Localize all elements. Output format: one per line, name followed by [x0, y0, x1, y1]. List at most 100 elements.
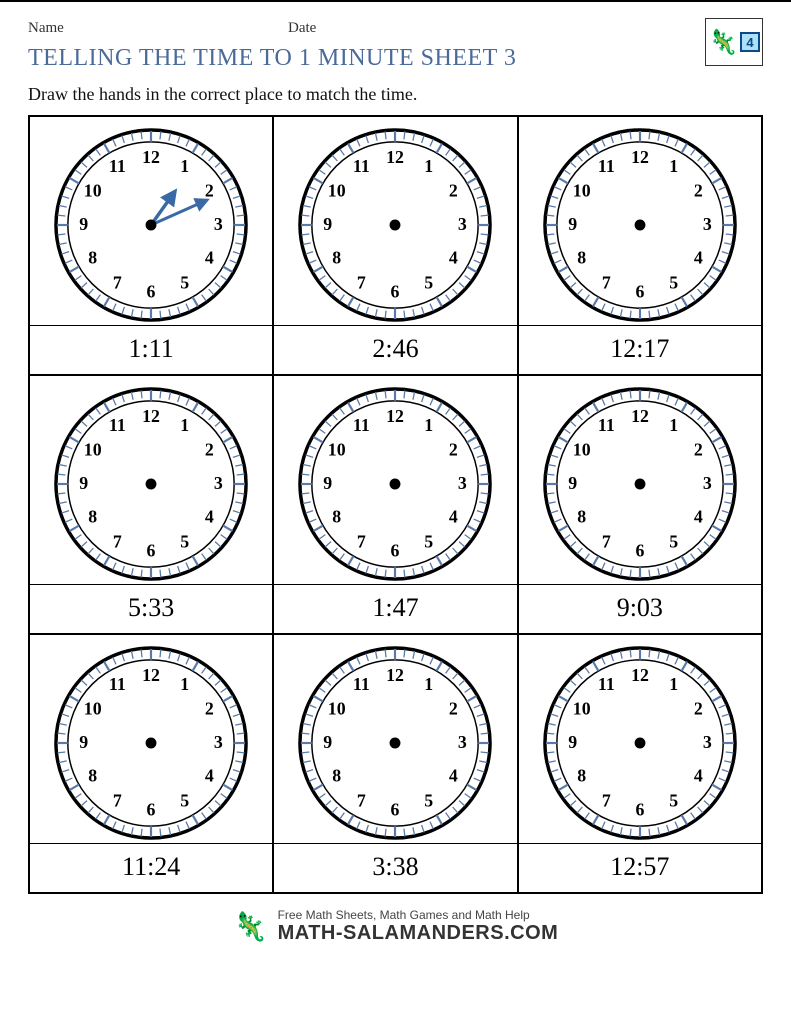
clock-cell: 1212345678910112:46 — [273, 116, 517, 375]
clock-number: 10 — [328, 180, 346, 200]
clock-number: 10 — [328, 439, 346, 459]
clock-wrap: 121234567891011 — [295, 643, 495, 843]
clock-number: 10 — [84, 698, 102, 718]
clock-number: 4 — [205, 507, 214, 527]
clock-number: 11 — [109, 156, 126, 176]
clock-number: 8 — [88, 766, 97, 786]
clock-center — [390, 738, 401, 749]
clock-face: 121234567891011 — [541, 644, 739, 842]
clock-center — [146, 479, 157, 490]
clock-number: 12 — [631, 665, 649, 685]
clock-number: 9 — [79, 732, 88, 752]
time-label: 2:46 — [274, 325, 516, 374]
clock-grid: 1212345678910111:111212345678910112:4612… — [28, 115, 763, 894]
clock-number: 4 — [694, 507, 703, 527]
header-row: Name Date 🦎 4 — [28, 20, 763, 37]
clock-number: 8 — [577, 507, 586, 527]
clock-number: 7 — [357, 272, 366, 292]
clock-number: 3 — [458, 732, 467, 752]
time-label: 3:38 — [274, 843, 516, 892]
clock-number: 1 — [180, 415, 189, 435]
clock-wrap: 121234567891011 — [295, 384, 495, 584]
footer-salamander-icon: 🦎 — [233, 910, 268, 943]
clock-number: 5 — [669, 272, 678, 292]
clock-number: 3 — [703, 473, 712, 493]
clock-number: 10 — [84, 439, 102, 459]
clock-number: 2 — [449, 180, 458, 200]
clock-number: 12 — [631, 406, 649, 426]
clock-number: 6 — [391, 540, 400, 560]
clock-cell: 1212345678910115:33 — [29, 375, 273, 634]
clock-number: 6 — [147, 799, 156, 819]
clock-number: 12 — [387, 406, 405, 426]
time-label: 12:57 — [519, 843, 761, 892]
clock-cell: 1212345678910113:38 — [273, 634, 517, 893]
clock-center — [146, 220, 157, 231]
clock-number: 9 — [79, 214, 88, 234]
clock-face: 121234567891011 — [52, 644, 250, 842]
clock-number: 1 — [669, 674, 678, 694]
clock-number: 10 — [328, 698, 346, 718]
clock-number: 6 — [635, 281, 644, 301]
clock-cell: 12123456789101112:17 — [518, 116, 762, 375]
clock-number: 7 — [602, 531, 611, 551]
clock-cell: 12123456789101112:57 — [518, 634, 762, 893]
clock-number: 2 — [449, 698, 458, 718]
clock-number: 1 — [669, 156, 678, 176]
clock-number: 3 — [214, 214, 223, 234]
clock-number: 2 — [449, 439, 458, 459]
name-label: Name — [28, 20, 288, 37]
clock-number: 2 — [205, 180, 214, 200]
time-label: 1:11 — [30, 325, 272, 374]
clock-number: 8 — [88, 248, 97, 268]
clock-number: 3 — [458, 473, 467, 493]
clock-number: 11 — [598, 415, 615, 435]
clock-number: 9 — [79, 473, 88, 493]
clock-number: 9 — [568, 473, 577, 493]
clock-number: 11 — [598, 674, 615, 694]
clock-number: 5 — [425, 531, 434, 551]
clock-wrap: 121234567891011 — [51, 384, 251, 584]
footer-text: Free Math Sheets, Math Games and Math He… — [278, 908, 559, 945]
clock-number: 11 — [109, 415, 126, 435]
clock-number: 10 — [573, 439, 591, 459]
clock-cell: 12123456789101111:24 — [29, 634, 273, 893]
clock-number: 6 — [147, 281, 156, 301]
clock-number: 8 — [333, 507, 342, 527]
clock-number: 1 — [180, 156, 189, 176]
clock-number: 1 — [180, 674, 189, 694]
clock-center — [634, 220, 645, 231]
clock-number: 11 — [353, 415, 370, 435]
clock-number: 3 — [214, 473, 223, 493]
clock-number: 5 — [180, 272, 189, 292]
salamander-icon: 🦎 — [708, 28, 738, 57]
clock-number: 9 — [324, 732, 333, 752]
clock-number: 7 — [357, 790, 366, 810]
time-label: 12:17 — [519, 325, 761, 374]
clock-number: 1 — [425, 156, 434, 176]
clock-number: 7 — [113, 790, 122, 810]
clock-number: 1 — [425, 415, 434, 435]
clock-number: 8 — [88, 507, 97, 527]
clock-number: 8 — [577, 248, 586, 268]
clock-number: 11 — [598, 156, 615, 176]
clock-number: 4 — [205, 766, 214, 786]
clock-number: 10 — [573, 698, 591, 718]
clock-number: 2 — [205, 698, 214, 718]
clock-number: 6 — [635, 799, 644, 819]
clock-number: 12 — [142, 147, 160, 167]
clock-number: 2 — [694, 698, 703, 718]
time-label: 11:24 — [30, 843, 272, 892]
clock-number: 8 — [333, 248, 342, 268]
clock-wrap: 121234567891011 — [540, 643, 740, 843]
clock-center — [390, 220, 401, 231]
clock-number: 5 — [669, 531, 678, 551]
clock-wrap: 121234567891011 — [540, 125, 740, 325]
clock-number: 8 — [333, 766, 342, 786]
clock-number: 4 — [449, 507, 458, 527]
clock-number: 9 — [324, 473, 333, 493]
clock-number: 10 — [84, 180, 102, 200]
clock-wrap: 121234567891011 — [295, 125, 495, 325]
clock-number: 4 — [205, 248, 214, 268]
clock-number: 3 — [214, 732, 223, 752]
